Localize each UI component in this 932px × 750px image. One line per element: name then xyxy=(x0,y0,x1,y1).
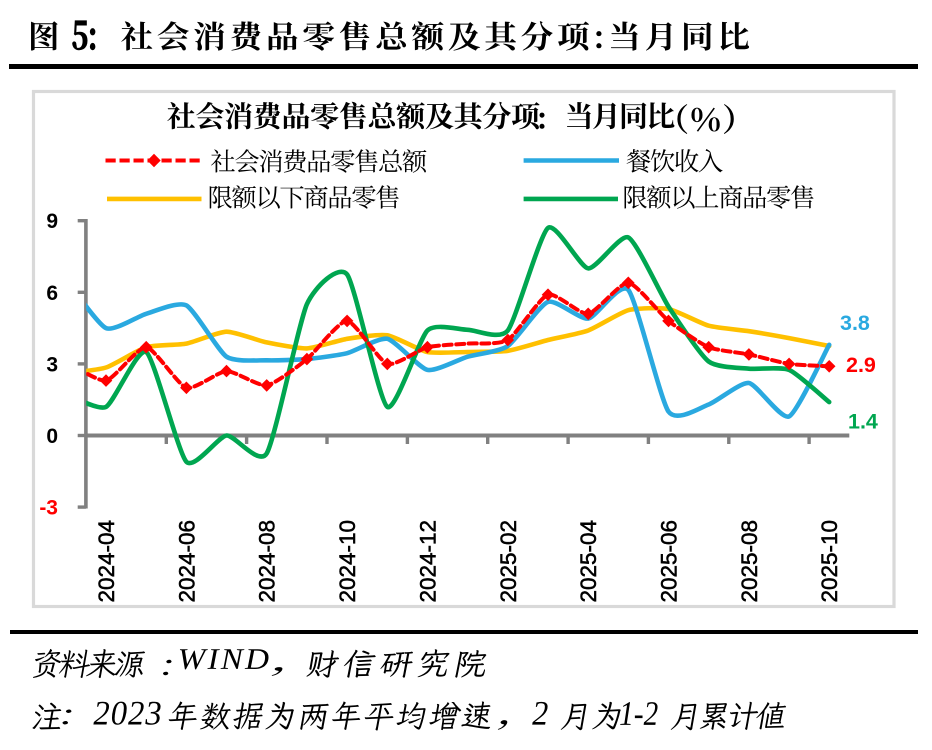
svg-text:3: 3 xyxy=(46,353,58,376)
svg-text:2025-08: 2025-08 xyxy=(737,520,762,603)
svg-text:2.9: 2.9 xyxy=(846,353,876,377)
svg-text:2025-02: 2025-02 xyxy=(496,520,521,603)
svg-text:6: 6 xyxy=(46,282,58,305)
svg-text:2024-04: 2024-04 xyxy=(94,520,119,603)
svg-text:2024-06: 2024-06 xyxy=(174,520,199,603)
svg-text:-3: -3 xyxy=(39,497,58,520)
svg-text:2025-06: 2025-06 xyxy=(657,520,682,603)
svg-text:2025-10: 2025-10 xyxy=(817,520,842,603)
svg-text:2025-04: 2025-04 xyxy=(576,520,601,603)
svg-text:3.8: 3.8 xyxy=(840,311,870,335)
svg-text:2024-10: 2024-10 xyxy=(335,520,360,603)
svg-text:9: 9 xyxy=(46,210,58,233)
svg-text:2024-08: 2024-08 xyxy=(255,520,280,603)
svg-text:1.4: 1.4 xyxy=(848,410,878,434)
svg-text:0: 0 xyxy=(46,425,58,448)
svg-text:2024-12: 2024-12 xyxy=(415,520,440,603)
